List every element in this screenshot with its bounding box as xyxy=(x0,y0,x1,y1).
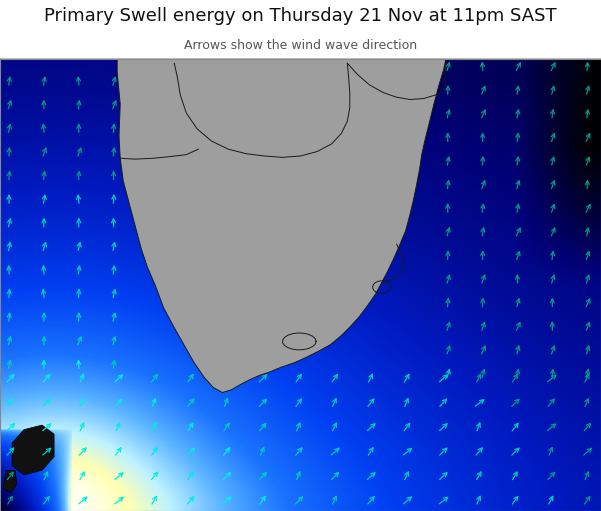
Polygon shape xyxy=(12,425,54,475)
Text: Primary Swell energy on Thursday 21 Nov at 11pm SAST: Primary Swell energy on Thursday 21 Nov … xyxy=(44,8,557,26)
Polygon shape xyxy=(3,470,17,493)
Text: Arrows show the wind wave direction: Arrows show the wind wave direction xyxy=(184,39,417,52)
Polygon shape xyxy=(117,59,446,392)
